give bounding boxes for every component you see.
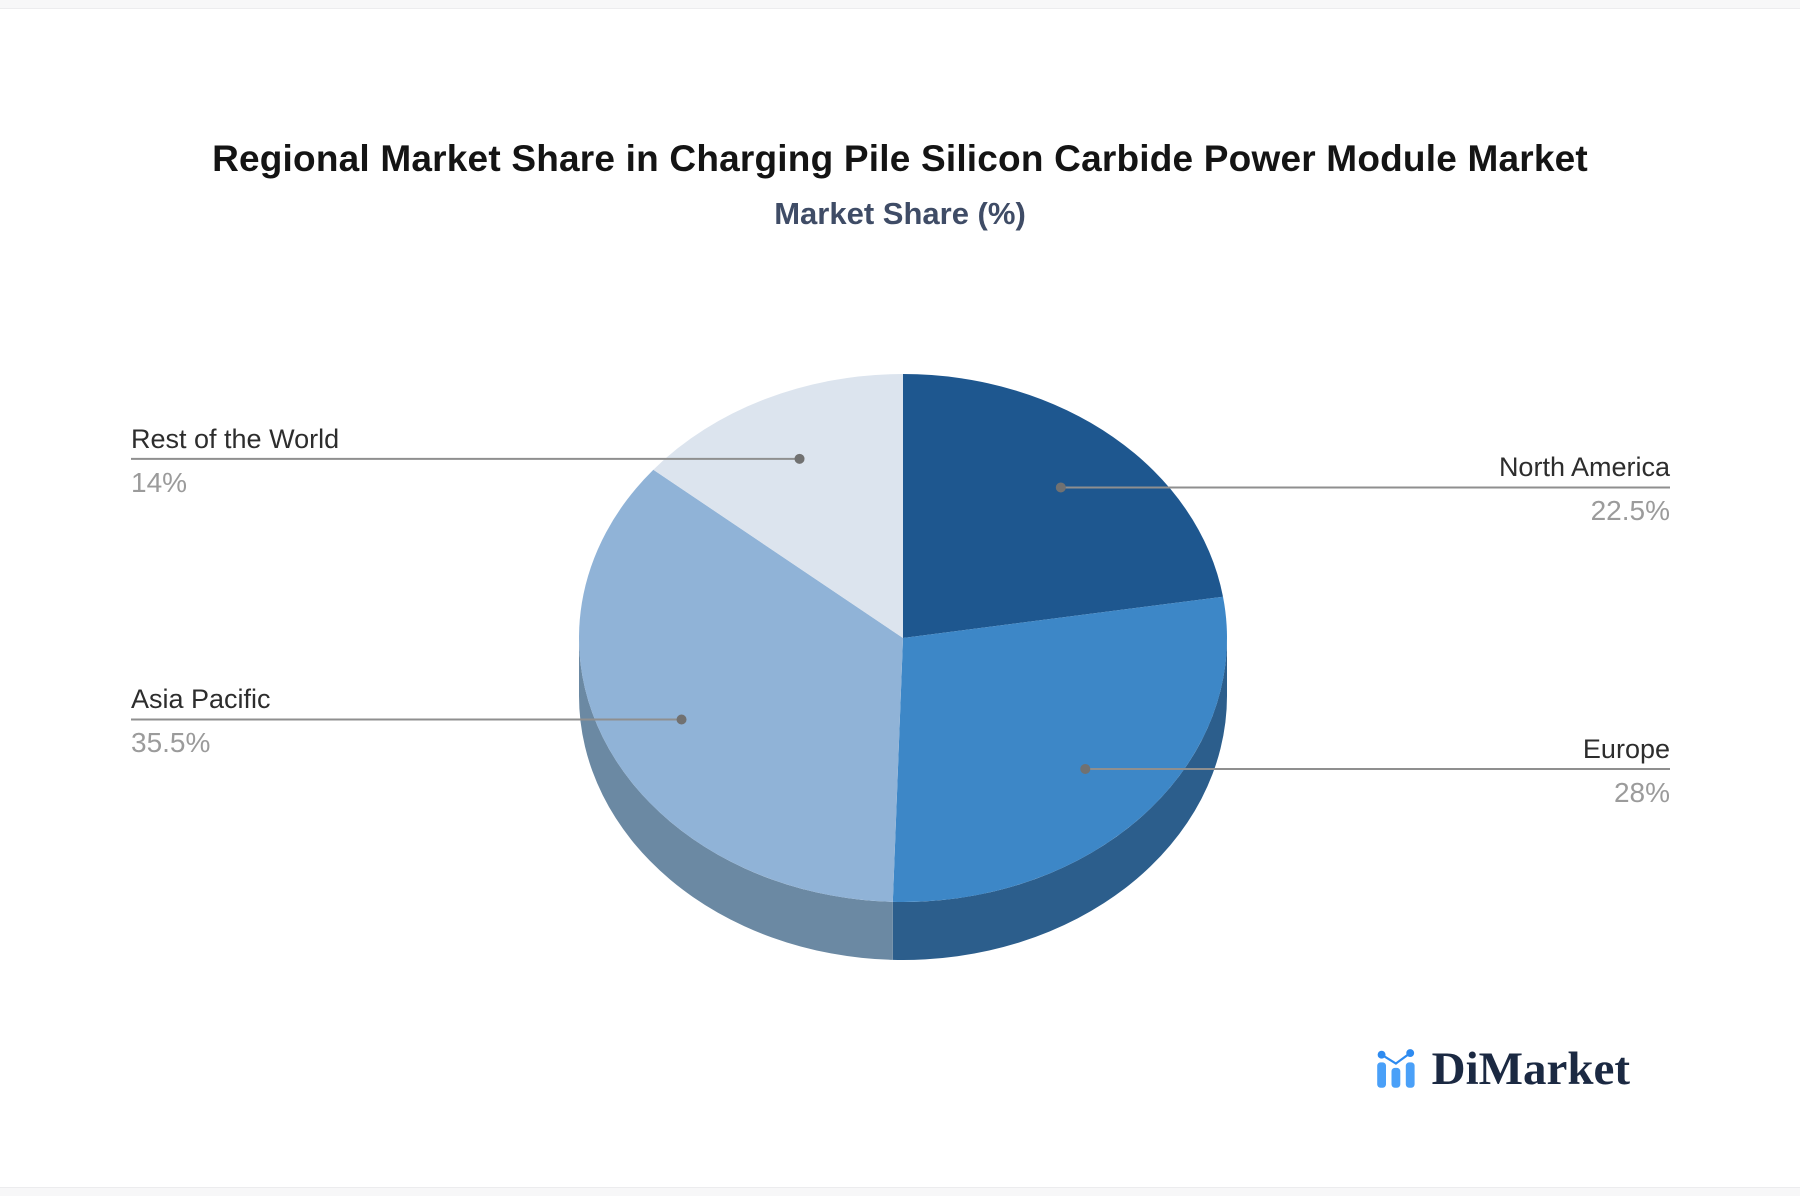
chart-subtitle: Market Share (%) [774,196,1026,231]
slice-label: Europe [1582,733,1670,764]
leader-dot [676,714,687,725]
pie-slice-asia-pacific[interactable] [579,469,903,902]
slice-value: 35.5% [131,727,211,759]
logo-text: DiMarket [1431,1043,1630,1095]
leader-dot [1055,482,1066,493]
chart-title: Regional Market Share in Charging Pile S… [212,138,1588,179]
pie-slice-depth-europe [892,638,1227,960]
pie-slice-europe[interactable] [892,596,1227,903]
leader-dot [794,453,805,464]
callout-asia-pacific: Asia Pacific 35.5% [131,683,691,758]
callout-north-america: North America 22.5% [1110,451,1670,526]
pie-slice-rest-of-the-world[interactable] [653,374,903,638]
pie-slice-north-america[interactable] [903,374,1224,638]
leader-dot [1080,763,1091,774]
slice-value: 14% [131,466,188,498]
callout-rest-of-world: Rest of the World 14% [131,423,691,498]
slice-label: Rest of the World [131,423,340,454]
slice-label: Asia Pacific [131,684,271,715]
dimarket-logo[interactable]: DiMarket [1375,1042,1630,1096]
slice-value: 22.5% [1590,495,1670,527]
bar-chart-trend-icon [1376,1049,1415,1088]
callout-europe: Europe 28% [1110,733,1670,808]
slice-label: North America [1498,452,1670,483]
slice-value: 28% [1613,776,1670,808]
pie-slice-depth-asia-pacific [579,638,893,960]
